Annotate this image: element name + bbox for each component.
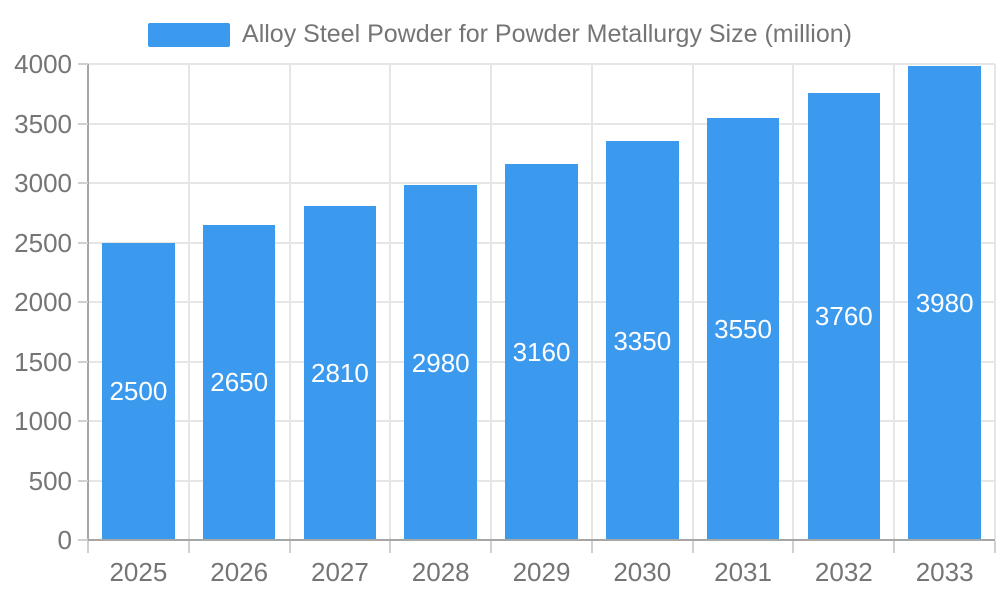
x-axis-tick-label: 2029 bbox=[512, 557, 571, 587]
x-axis-tick-label: 2033 bbox=[915, 557, 974, 587]
x-gridline bbox=[994, 64, 996, 540]
x-axis-tick-label: 2032 bbox=[814, 557, 873, 587]
x-axis-tick-label: 2026 bbox=[210, 557, 269, 587]
bar-value-label: 3160 bbox=[512, 336, 571, 367]
y-axis-tick bbox=[78, 182, 88, 184]
y-axis-tick-label: 500 bbox=[28, 465, 72, 496]
x-axis-tick-label: 2028 bbox=[411, 557, 470, 587]
bar bbox=[706, 117, 780, 540]
y-axis-tick bbox=[78, 241, 88, 244]
y-axis-tick-label: 3000 bbox=[14, 168, 72, 198]
bar bbox=[102, 242, 175, 540]
y-axis-tick-label: 4000 bbox=[14, 49, 72, 79]
bar bbox=[505, 163, 578, 540]
bar-value-label: 3550 bbox=[714, 313, 772, 344]
x-axis-tick-label: 2025 bbox=[109, 557, 168, 587]
y-gridline bbox=[88, 122, 995, 125]
x-axis-tick bbox=[288, 541, 291, 553]
x-gridline bbox=[490, 64, 493, 540]
y-axis-tick bbox=[78, 122, 88, 125]
y-axis-tick bbox=[78, 420, 88, 422]
bar-value-label: 3350 bbox=[613, 325, 672, 356]
x-axis-tick bbox=[87, 541, 89, 553]
bar-value-label: 2810 bbox=[311, 357, 369, 388]
x-gridline bbox=[590, 64, 593, 540]
plot-area: 2500 2650 2810 2980 3160 3350 3550 3760 3980 bbox=[88, 63, 996, 540]
bar bbox=[303, 205, 377, 540]
x-gridline bbox=[288, 64, 291, 540]
x-gridline bbox=[691, 64, 694, 540]
y-axis-tick bbox=[78, 63, 88, 65]
x-gridline bbox=[893, 64, 896, 540]
y-gridline bbox=[88, 63, 995, 65]
y-axis-tick bbox=[78, 360, 88, 363]
x-axis-tick bbox=[994, 541, 996, 553]
y-axis-tick-label: 1500 bbox=[14, 346, 72, 377]
bar bbox=[807, 92, 881, 540]
x-axis-tick bbox=[893, 541, 896, 553]
y-axis-tick-label: 3500 bbox=[14, 108, 72, 139]
bar bbox=[908, 66, 981, 540]
y-axis-tick-label: 2500 bbox=[14, 227, 72, 258]
bar bbox=[605, 141, 679, 540]
bar-value-label: 2500 bbox=[109, 376, 168, 407]
legend-swatch bbox=[148, 22, 231, 47]
x-axis-tick-label: 2027 bbox=[311, 557, 369, 587]
y-axis-tick-label: 2000 bbox=[14, 287, 72, 317]
x-gridline bbox=[792, 64, 795, 540]
y-axis-tick-label: 0 bbox=[57, 525, 72, 555]
bar-value-label: 2650 bbox=[210, 367, 269, 398]
x-axis-line bbox=[78, 539, 995, 541]
bar bbox=[202, 224, 276, 540]
legend: Alloy Steel Powder for Powder Metallurgy… bbox=[0, 20, 1000, 49]
x-axis-tick bbox=[590, 541, 593, 553]
bar bbox=[404, 185, 477, 540]
bar-value-label: 2980 bbox=[411, 347, 470, 378]
x-gridline bbox=[187, 64, 190, 540]
y-axis-tick bbox=[78, 479, 88, 482]
x-axis-tick bbox=[389, 541, 392, 553]
y-axis-tick bbox=[78, 301, 88, 303]
x-axis-tick-label: 2031 bbox=[714, 557, 772, 587]
y-axis-tick-label: 1000 bbox=[14, 406, 72, 436]
bar-value-label: 3760 bbox=[814, 301, 873, 332]
x-axis-tick bbox=[792, 541, 795, 553]
x-axis-tick bbox=[490, 541, 493, 553]
x-axis-tick-label: 2030 bbox=[613, 557, 672, 587]
x-gridline bbox=[389, 64, 392, 540]
legend-label: Alloy Steel Powder for Powder Metallurgy… bbox=[242, 20, 852, 48]
x-axis-tick bbox=[691, 541, 694, 553]
bar-value-label: 3980 bbox=[915, 288, 974, 319]
y-axis-line bbox=[87, 64, 89, 553]
x-axis-tick bbox=[187, 541, 190, 553]
y-axis-tick bbox=[78, 539, 88, 541]
